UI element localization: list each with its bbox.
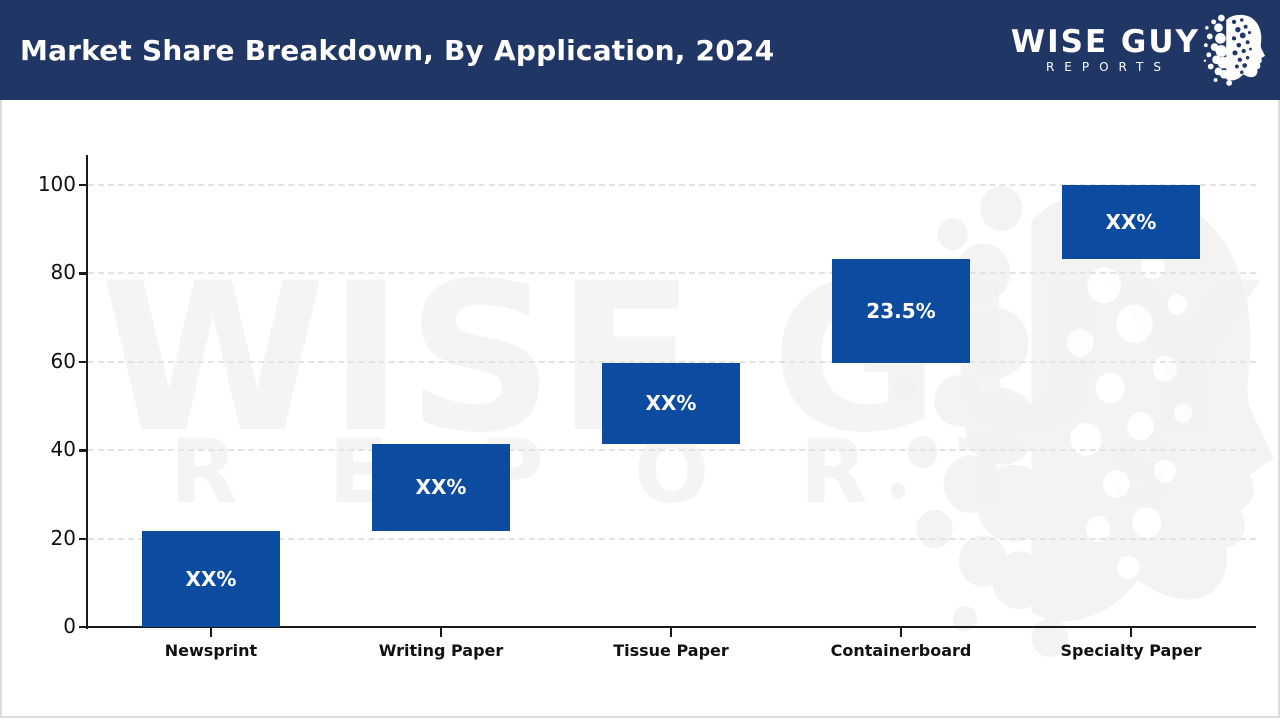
- x-axis-line: [86, 626, 1256, 629]
- bar-value-label: XX%: [645, 391, 697, 416]
- y-tick-mark: [79, 537, 88, 540]
- y-tick-mark: [79, 184, 88, 187]
- y-tick-mark: [79, 626, 88, 629]
- bar-containerboard: 23.5%: [832, 258, 970, 363]
- bar-specialty-paper: XX%: [1062, 185, 1200, 259]
- category-label: Specialty Paper: [1060, 641, 1202, 660]
- y-tick-label: 20: [50, 525, 76, 550]
- gridline: [88, 449, 1256, 452]
- x-tick-mark: [900, 628, 903, 637]
- x-tick-mark: [210, 628, 213, 637]
- category-label: Newsprint: [164, 641, 258, 660]
- category-label: Tissue Paper: [613, 641, 729, 660]
- bar-value-label: XX%: [185, 567, 237, 592]
- bar-value-label: XX%: [1105, 209, 1157, 234]
- bar-tissue-paper: XX%: [602, 362, 740, 444]
- y-axis-line: [86, 155, 89, 629]
- y-tick-label: 0: [63, 614, 76, 638]
- bar-writing-paper: XX%: [372, 443, 510, 532]
- y-tick-label: 80: [50, 260, 76, 285]
- x-tick-mark: [440, 628, 443, 637]
- gridline: [88, 184, 1256, 186]
- category-label: Writing Paper: [378, 641, 504, 660]
- gridline: [88, 537, 1256, 540]
- bar-newsprint: XX%: [142, 531, 280, 627]
- watermark-reports: R E P O R T S: [170, 420, 1203, 523]
- bar-value-label: XX%: [415, 475, 467, 500]
- y-tick-label: 40: [50, 437, 76, 462]
- x-tick-mark: [670, 628, 673, 637]
- logo-text: WISE GUY REPORTS: [1011, 26, 1200, 74]
- header-bar: Market Share Breakdown, By Application, …: [0, 0, 1280, 100]
- logo-wordmark: WISE GUY: [1010, 24, 1200, 61]
- dotted-face-logo-icon: [1203, 14, 1266, 86]
- y-tick-mark: [79, 360, 88, 364]
- wise-guy-logo: WISE GUY REPORTS: [1011, 11, 1266, 89]
- page-title: Market Share Breakdown, By Application, …: [20, 33, 775, 67]
- x-tick-mark: [1130, 628, 1133, 637]
- gridline: [88, 360, 1256, 363]
- watermark-face-icon: [890, 186, 1274, 658]
- y-tick-label: 60: [50, 348, 76, 373]
- logo-subtitle: REPORTS: [1045, 59, 1171, 74]
- gridline: [88, 272, 1256, 275]
- y-tick-mark: [79, 272, 88, 275]
- y-tick-mark: [79, 449, 88, 452]
- y-tick-label: 100: [37, 172, 76, 196]
- bar-value-label: 23.5%: [866, 298, 936, 323]
- category-label: Containerboard: [830, 641, 972, 660]
